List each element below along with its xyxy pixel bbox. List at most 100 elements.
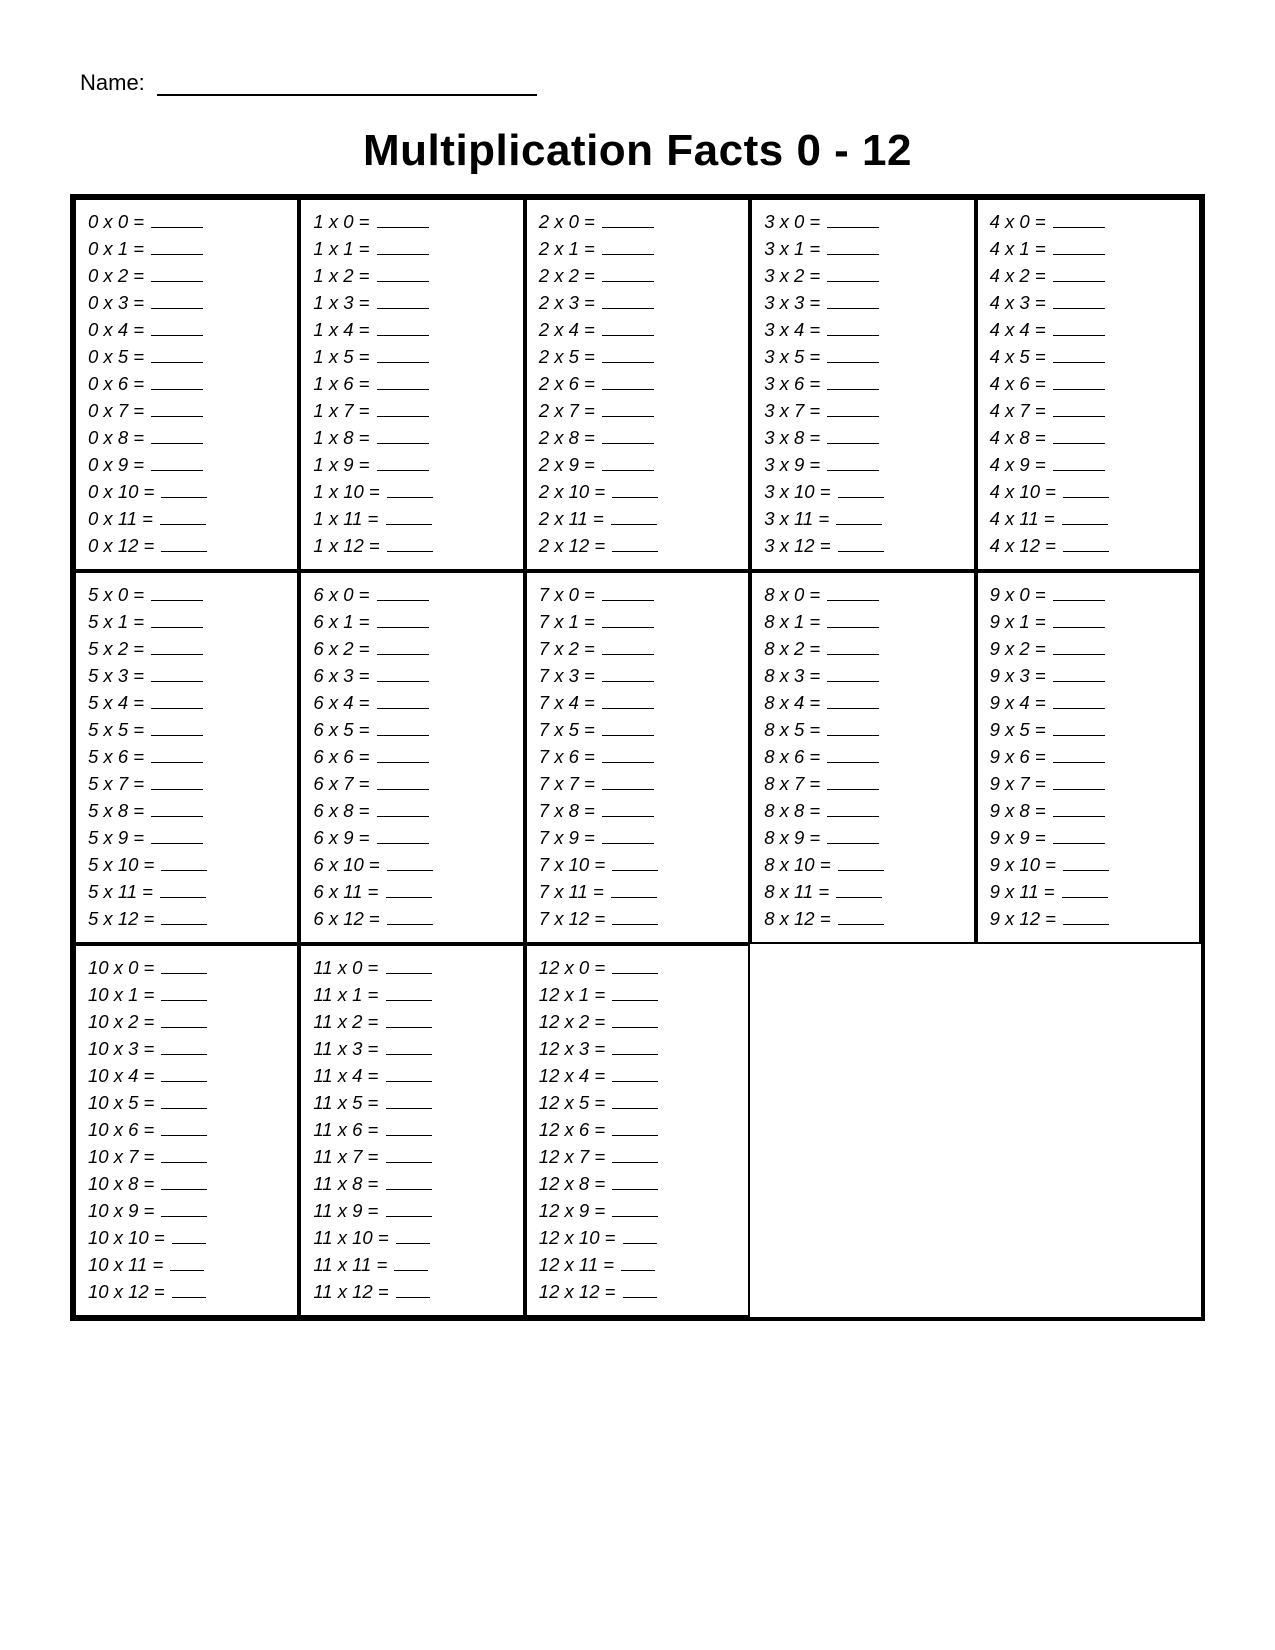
answer-blank[interactable] — [836, 884, 882, 898]
answer-blank[interactable] — [396, 1230, 430, 1244]
answer-blank[interactable] — [612, 1014, 658, 1028]
answer-blank[interactable] — [1053, 322, 1105, 336]
answer-blank[interactable] — [1053, 641, 1105, 655]
answer-blank[interactable] — [377, 587, 429, 601]
answer-blank[interactable] — [1053, 830, 1105, 844]
answer-blank[interactable] — [151, 268, 203, 282]
answer-blank[interactable] — [377, 214, 429, 228]
answer-blank[interactable] — [161, 538, 207, 552]
answer-blank[interactable] — [602, 695, 654, 709]
answer-blank[interactable] — [1063, 857, 1109, 871]
answer-blank[interactable] — [151, 295, 203, 309]
answer-blank[interactable] — [1053, 668, 1105, 682]
answer-blank[interactable] — [612, 1203, 658, 1217]
answer-blank[interactable] — [602, 403, 654, 417]
answer-blank[interactable] — [377, 641, 429, 655]
answer-blank[interactable] — [1053, 457, 1105, 471]
answer-blank[interactable] — [161, 484, 207, 498]
answer-blank[interactable] — [602, 322, 654, 336]
name-underline[interactable] — [157, 78, 537, 96]
answer-blank[interactable] — [386, 960, 432, 974]
answer-blank[interactable] — [612, 857, 658, 871]
answer-blank[interactable] — [827, 214, 879, 228]
answer-blank[interactable] — [377, 749, 429, 763]
answer-blank[interactable] — [602, 241, 654, 255]
answer-blank[interactable] — [1053, 214, 1105, 228]
answer-blank[interactable] — [827, 349, 879, 363]
answer-blank[interactable] — [1053, 403, 1105, 417]
answer-blank[interactable] — [602, 776, 654, 790]
answer-blank[interactable] — [827, 376, 879, 390]
answer-blank[interactable] — [602, 641, 654, 655]
answer-blank[interactable] — [612, 1149, 658, 1163]
answer-blank[interactable] — [827, 803, 879, 817]
answer-blank[interactable] — [602, 349, 654, 363]
answer-blank[interactable] — [377, 295, 429, 309]
answer-blank[interactable] — [386, 1095, 432, 1109]
answer-blank[interactable] — [827, 641, 879, 655]
answer-blank[interactable] — [151, 695, 203, 709]
answer-blank[interactable] — [1053, 268, 1105, 282]
answer-blank[interactable] — [387, 538, 433, 552]
answer-blank[interactable] — [151, 376, 203, 390]
answer-blank[interactable] — [1063, 484, 1109, 498]
answer-blank[interactable] — [161, 1014, 207, 1028]
answer-blank[interactable] — [602, 295, 654, 309]
answer-blank[interactable] — [386, 1122, 432, 1136]
answer-blank[interactable] — [602, 430, 654, 444]
answer-blank[interactable] — [161, 1041, 207, 1055]
answer-blank[interactable] — [827, 614, 879, 628]
answer-blank[interactable] — [827, 668, 879, 682]
answer-blank[interactable] — [161, 1149, 207, 1163]
answer-blank[interactable] — [377, 268, 429, 282]
answer-blank[interactable] — [151, 776, 203, 790]
answer-blank[interactable] — [827, 776, 879, 790]
answer-blank[interactable] — [612, 911, 658, 925]
answer-blank[interactable] — [612, 1095, 658, 1109]
answer-blank[interactable] — [151, 457, 203, 471]
answer-blank[interactable] — [151, 749, 203, 763]
answer-blank[interactable] — [827, 295, 879, 309]
answer-blank[interactable] — [151, 668, 203, 682]
answer-blank[interactable] — [151, 830, 203, 844]
answer-blank[interactable] — [612, 1068, 658, 1082]
answer-blank[interactable] — [1053, 803, 1105, 817]
answer-blank[interactable] — [161, 1203, 207, 1217]
answer-blank[interactable] — [602, 457, 654, 471]
answer-blank[interactable] — [612, 538, 658, 552]
answer-blank[interactable] — [386, 1176, 432, 1190]
answer-blank[interactable] — [827, 268, 879, 282]
answer-blank[interactable] — [386, 511, 432, 525]
answer-blank[interactable] — [1053, 614, 1105, 628]
answer-blank[interactable] — [161, 857, 207, 871]
answer-blank[interactable] — [612, 987, 658, 1001]
answer-blank[interactable] — [151, 349, 203, 363]
answer-blank[interactable] — [151, 403, 203, 417]
answer-blank[interactable] — [827, 695, 879, 709]
answer-blank[interactable] — [161, 960, 207, 974]
answer-blank[interactable] — [602, 614, 654, 628]
answer-blank[interactable] — [827, 587, 879, 601]
answer-blank[interactable] — [396, 1284, 430, 1298]
answer-blank[interactable] — [1053, 776, 1105, 790]
answer-blank[interactable] — [386, 987, 432, 1001]
answer-blank[interactable] — [377, 776, 429, 790]
answer-blank[interactable] — [827, 749, 879, 763]
answer-blank[interactable] — [602, 587, 654, 601]
answer-blank[interactable] — [160, 884, 206, 898]
answer-blank[interactable] — [377, 803, 429, 817]
answer-blank[interactable] — [161, 911, 207, 925]
answer-blank[interactable] — [161, 1176, 207, 1190]
answer-blank[interactable] — [611, 511, 657, 525]
answer-blank[interactable] — [836, 511, 882, 525]
answer-blank[interactable] — [602, 668, 654, 682]
answer-blank[interactable] — [377, 668, 429, 682]
answer-blank[interactable] — [612, 960, 658, 974]
answer-blank[interactable] — [1053, 587, 1105, 601]
answer-blank[interactable] — [161, 1122, 207, 1136]
answer-blank[interactable] — [377, 830, 429, 844]
answer-blank[interactable] — [161, 1095, 207, 1109]
answer-blank[interactable] — [1053, 722, 1105, 736]
answer-blank[interactable] — [387, 911, 433, 925]
answer-blank[interactable] — [827, 241, 879, 255]
